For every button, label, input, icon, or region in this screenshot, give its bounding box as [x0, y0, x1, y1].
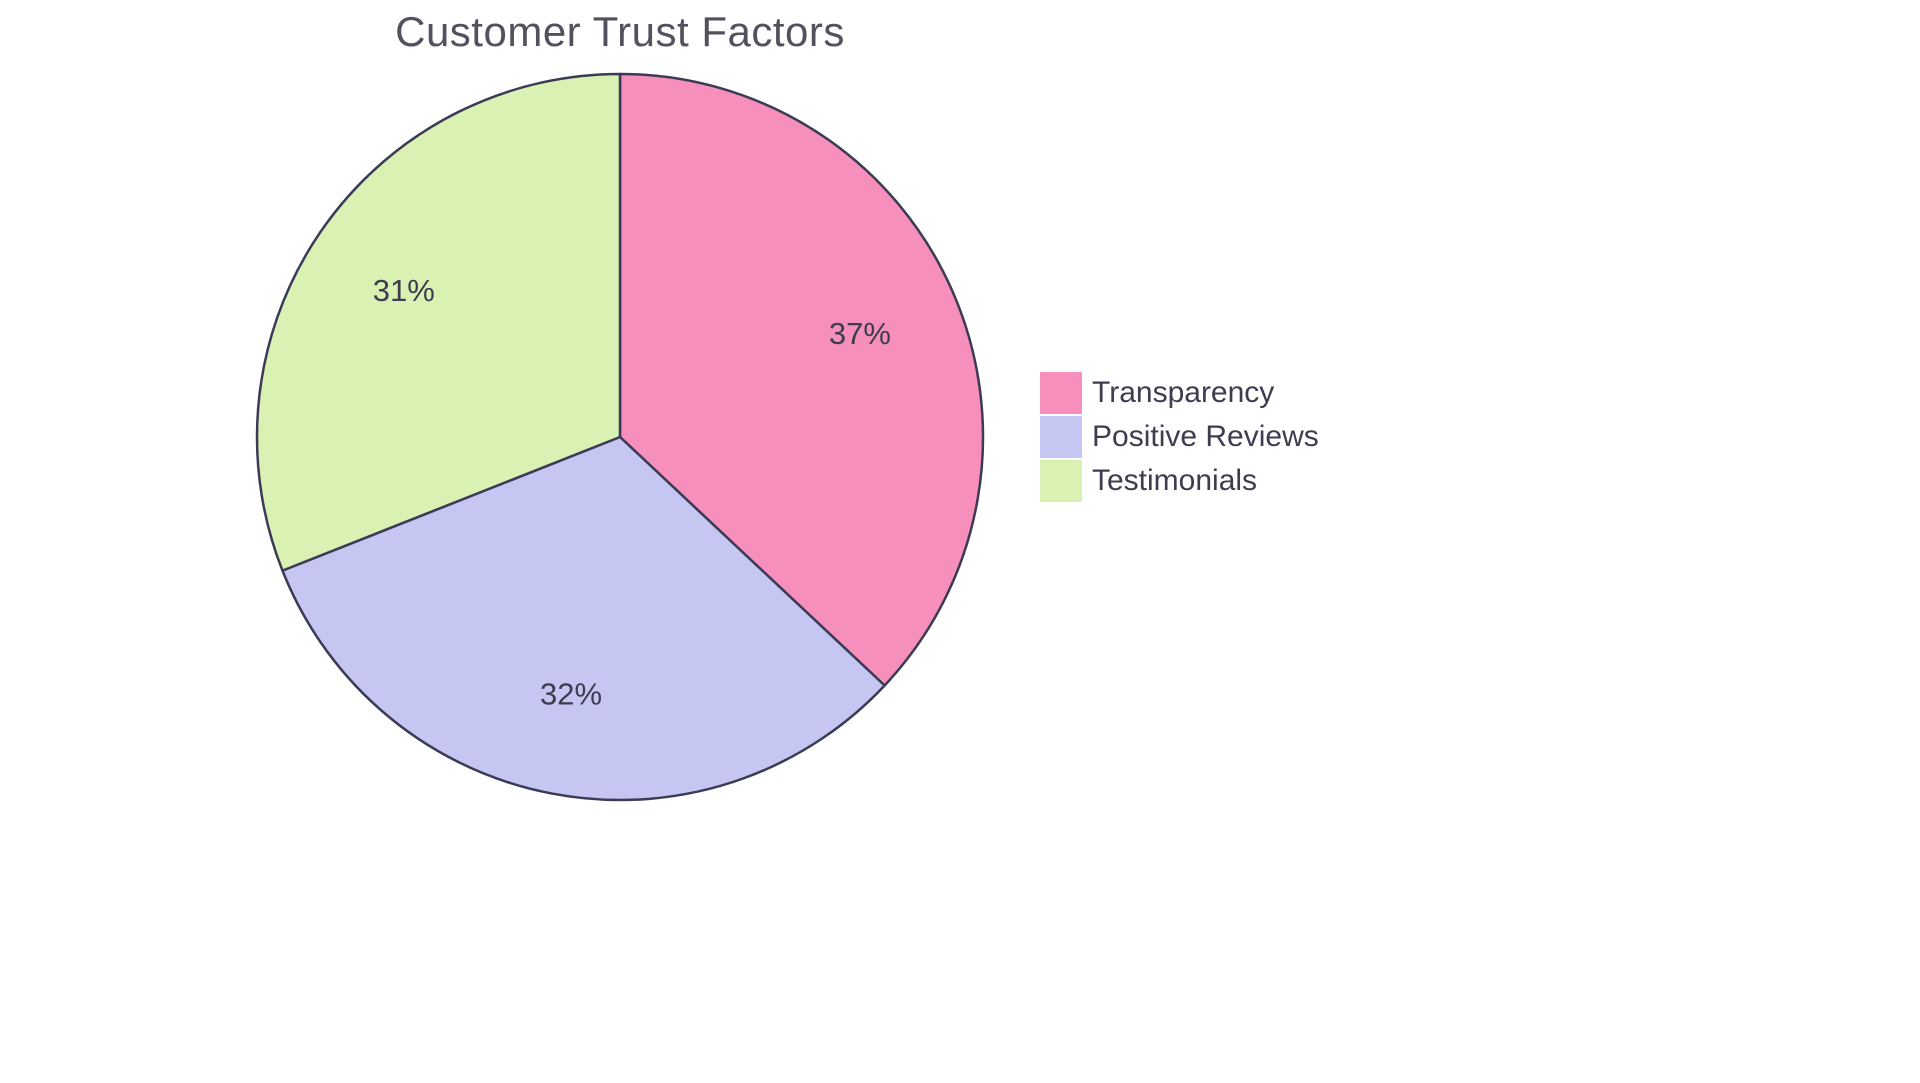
- legend-item-transparency: Transparency: [1040, 372, 1319, 414]
- pie-slice-testimonials: [255, 72, 622, 572]
- legend-swatch-testimonials: [1040, 460, 1082, 502]
- legend-item-positive-reviews: Positive Reviews: [1040, 416, 1319, 458]
- chart-title: Customer Trust Factors: [395, 8, 845, 55]
- pie-slice-positive-reviews: [281, 435, 886, 802]
- slice-percentage-label: 32%: [540, 677, 602, 712]
- legend-swatch-transparency: [1040, 372, 1082, 414]
- legend-swatch-positive-reviews: [1040, 416, 1082, 458]
- pie-slice-transparency: [618, 72, 985, 687]
- legend-label: Transparency: [1092, 376, 1275, 409]
- legend-item-testimonials: Testimonials: [1040, 460, 1319, 502]
- legend-label: Testimonials: [1092, 464, 1258, 497]
- legend: Transparency Positive Reviews Testimonia…: [1040, 372, 1319, 502]
- slice-percentage-label: 31%: [373, 273, 435, 308]
- legend-label: Positive Reviews: [1092, 420, 1319, 453]
- slice-percentage-label: 37%: [829, 316, 891, 351]
